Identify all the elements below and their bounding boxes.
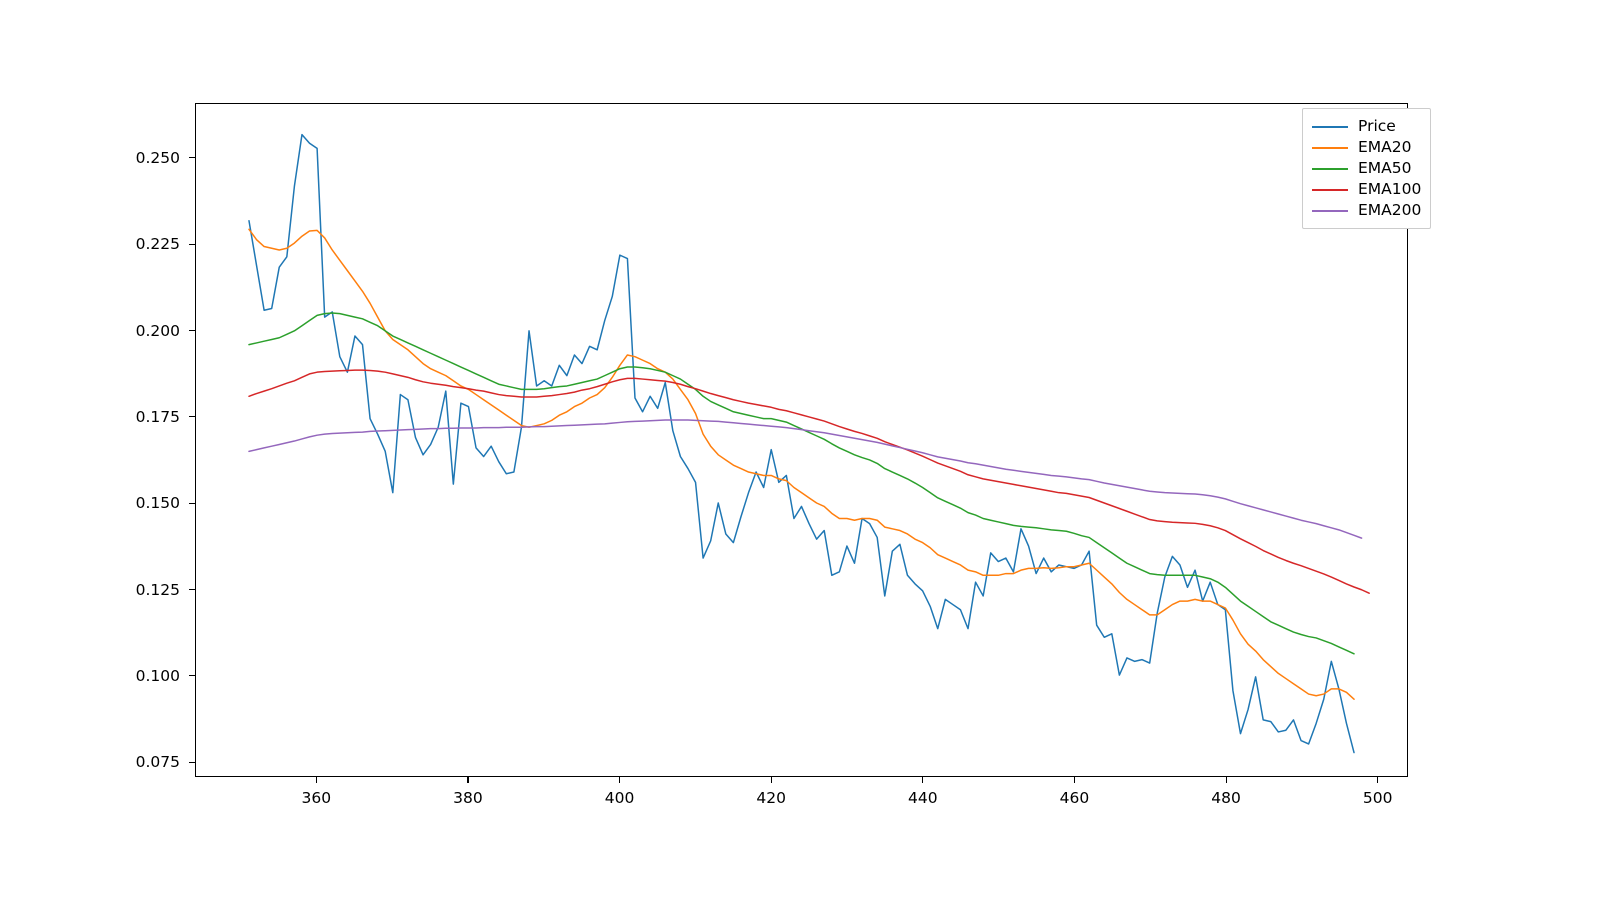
- y-tick-label: 0.100: [135, 666, 180, 685]
- y-tick-mark: [189, 675, 195, 677]
- y-tick-label: 0.150: [135, 494, 180, 513]
- legend-item-price[interactable]: Price: [1312, 116, 1421, 137]
- legend-item-ema200[interactable]: EMA200: [1312, 200, 1421, 221]
- x-tick-mark: [315, 777, 317, 783]
- x-tick-label: 380: [453, 789, 483, 807]
- x-tick-mark: [467, 777, 469, 783]
- y-tick-mark: [189, 589, 195, 591]
- y-tick-label: 0.125: [135, 580, 180, 599]
- x-tick-label: 440: [908, 789, 938, 807]
- series-line-ema20: [248, 228, 1355, 700]
- x-tick-mark: [1225, 777, 1227, 783]
- series-line-ema50: [248, 312, 1355, 655]
- x-tick-label: 500: [1362, 789, 1393, 807]
- legend-item-ema20[interactable]: EMA20: [1312, 137, 1421, 158]
- legend-label-price: Price: [1358, 116, 1396, 135]
- x-tick-mark: [922, 777, 924, 783]
- legend-label-ema50: EMA50: [1358, 158, 1412, 177]
- y-axis-tick-labels: 0.075 0.100 0.125 0.150 0.175 0.200 0.225 0.250: [95, 0, 180, 900]
- x-tick-mark: [1073, 777, 1076, 783]
- legend-swatch-ema100: [1312, 188, 1348, 191]
- legend-swatch-ema20: [1312, 146, 1348, 149]
- legend-item-ema100[interactable]: EMA100: [1312, 179, 1421, 200]
- x-axis-tick-labels: 360 380 400 420 440 460 480 500: [0, 789, 1600, 819]
- legend-item-ema50[interactable]: EMA50: [1312, 158, 1421, 179]
- y-tick-mark: [189, 761, 195, 763]
- series-line-ema200: [248, 419, 1363, 539]
- plot-area: [195, 103, 1408, 777]
- y-tick-label: 0.200: [135, 321, 180, 340]
- legend-swatch-ema50: [1312, 167, 1348, 170]
- y-tick-label: 0.075: [135, 753, 180, 772]
- legend-swatch-ema200: [1312, 209, 1348, 212]
- legend-label-ema200: EMA200: [1358, 200, 1422, 219]
- y-tick-label: 0.175: [135, 407, 180, 426]
- x-tick-label: 460: [1059, 789, 1090, 807]
- chart-legend[interactable]: Price EMA20 EMA50 EMA100 EMA200: [1302, 108, 1432, 229]
- x-tick-mark: [1377, 777, 1379, 783]
- x-tick-label: 400: [604, 789, 635, 807]
- x-tick-label: 480: [1211, 789, 1241, 807]
- legend-label-ema20: EMA20: [1358, 137, 1412, 156]
- x-tick-label: 420: [756, 789, 786, 807]
- legend-label-ema100: EMA100: [1358, 179, 1422, 198]
- plot-lines-svg: [248, 133, 1370, 754]
- y-tick-mark: [189, 157, 195, 159]
- series-line-ema100: [248, 369, 1370, 594]
- series-line-price: [248, 133, 1355, 754]
- y-tick-mark: [189, 416, 195, 418]
- x-tick-mark: [619, 777, 621, 783]
- y-tick-mark: [189, 243, 195, 245]
- y-tick-mark: [189, 502, 195, 504]
- y-tick-label: 0.250: [135, 148, 180, 167]
- y-tick-label: 0.225: [135, 235, 180, 254]
- y-tick-mark: [189, 330, 195, 332]
- legend-swatch-price: [1312, 125, 1348, 128]
- x-tick-mark: [770, 777, 772, 783]
- x-tick-label: 360: [301, 789, 332, 807]
